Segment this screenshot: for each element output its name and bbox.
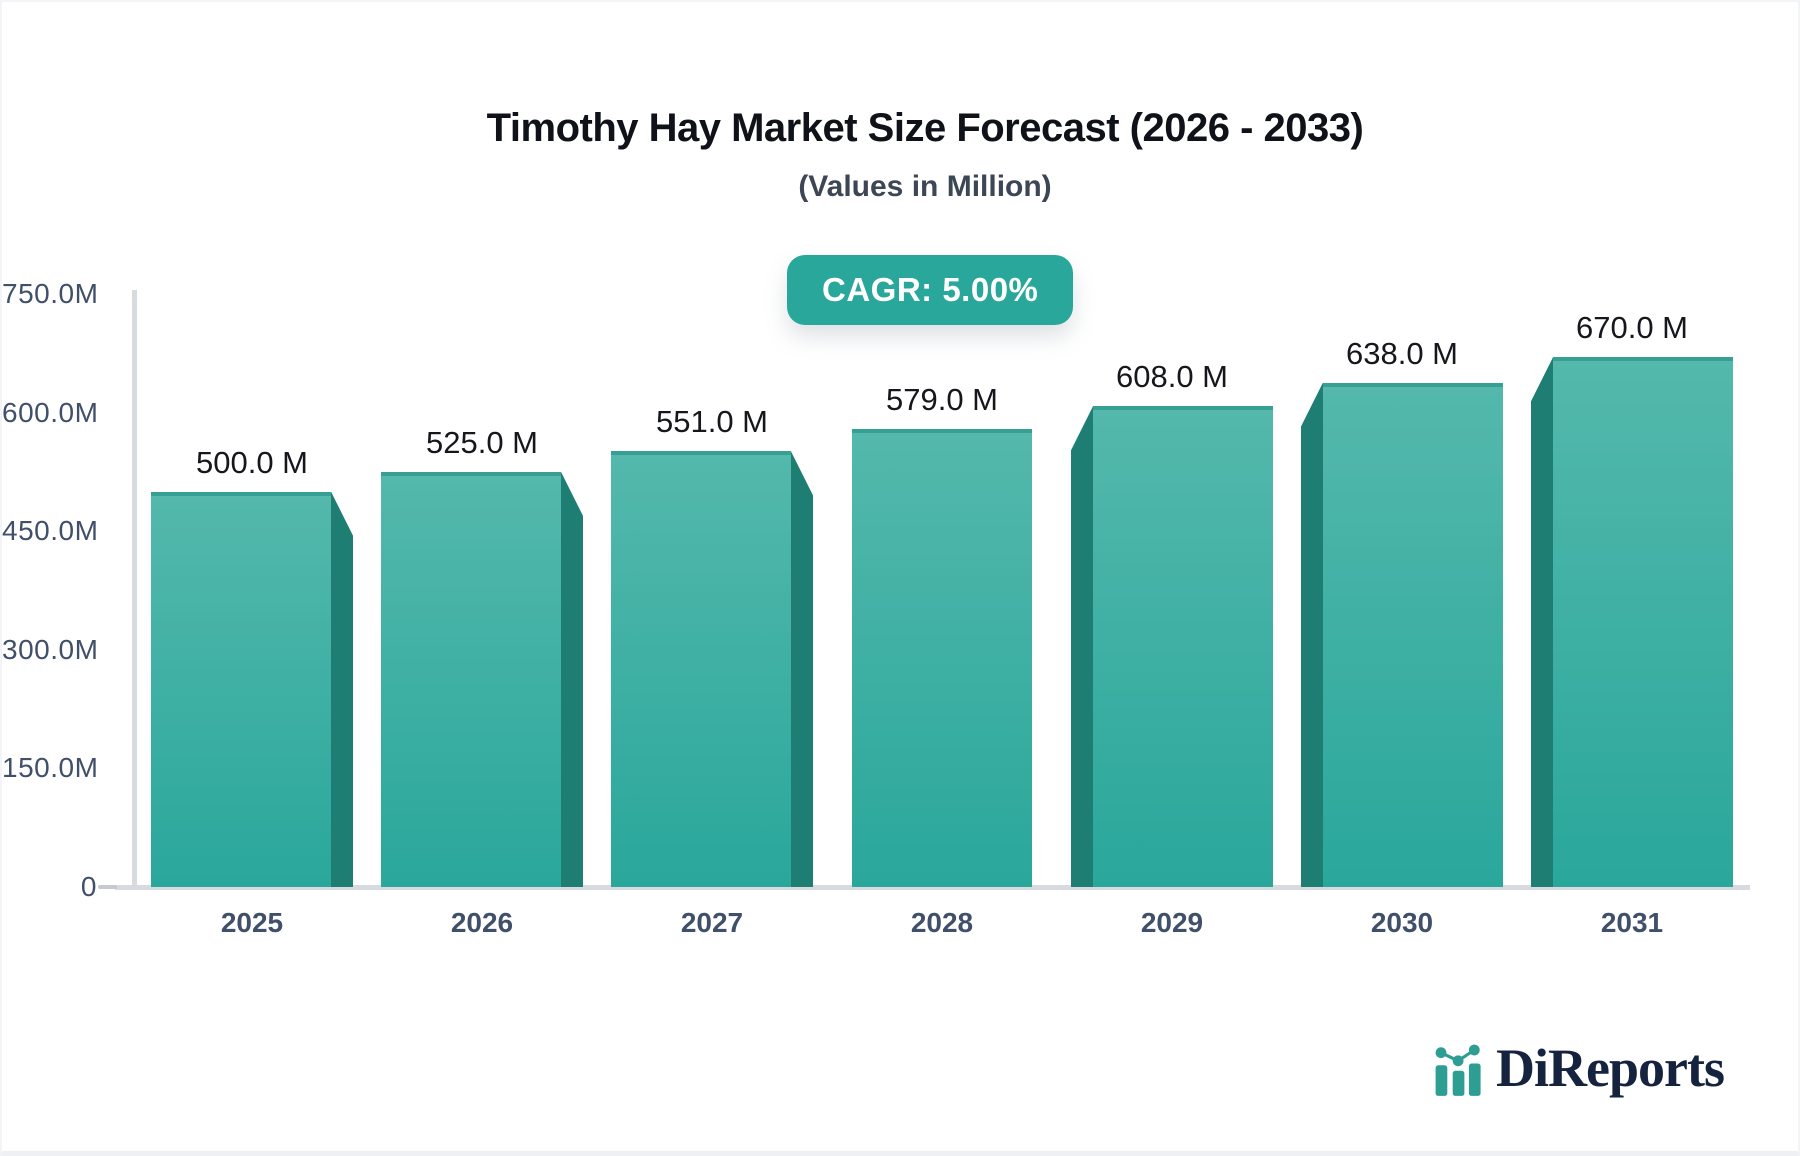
x-axis-category-label: 2031 bbox=[1600, 907, 1664, 938]
cagr-badge: CAGR: 5.00% bbox=[787, 255, 1074, 325]
bar-2027[interactable] bbox=[611, 451, 791, 887]
bar-2030[interactable] bbox=[1323, 382, 1503, 887]
x-axis-category-label: 2026 bbox=[450, 907, 514, 938]
y-axis-tick-label: 600.0M bbox=[2, 396, 99, 428]
y-axis-line bbox=[132, 290, 137, 890]
bar-2030-side-face bbox=[1301, 382, 1323, 887]
bar-2029[interactable] bbox=[1093, 406, 1273, 887]
x-axis-baseline bbox=[115, 885, 1750, 890]
bar-2029-side-face bbox=[1071, 406, 1093, 887]
bar-value-label: 525.0 M bbox=[425, 424, 538, 460]
zero-tick-mark bbox=[98, 885, 117, 889]
y-axis-tick-label: 0 bbox=[80, 871, 97, 902]
y-axis-tick-label: 300.0M bbox=[2, 633, 99, 665]
bar-2031-side-face bbox=[1531, 357, 1553, 887]
x-axis-category-label: 2029 bbox=[1140, 907, 1204, 938]
bar-value-label: 670.0 M bbox=[1575, 310, 1688, 346]
y-axis-tick-label: 450.0M bbox=[2, 515, 99, 547]
direports-logo[interactable]: DiReports bbox=[1432, 1036, 1725, 1100]
bar-value-label: 500.0 M bbox=[195, 444, 308, 480]
chart-title: Timothy Hay Market Size Forecast (2026 -… bbox=[486, 106, 1364, 150]
bar-2025[interactable] bbox=[151, 491, 331, 887]
bar-2025-side-face bbox=[331, 491, 353, 887]
y-axis-tick-label: 150.0M bbox=[2, 752, 99, 784]
bar-line-chart-icon bbox=[1432, 1036, 1486, 1100]
bar-2031[interactable] bbox=[1553, 357, 1733, 887]
x-axis-category-label: 2025 bbox=[220, 907, 284, 938]
bar-2026[interactable] bbox=[381, 471, 561, 887]
bar-2026-side-face bbox=[561, 471, 583, 887]
x-axis-category-label: 2028 bbox=[910, 907, 974, 938]
x-axis-category-label: 2027 bbox=[680, 907, 744, 938]
bar-2028[interactable] bbox=[852, 429, 1032, 887]
bar-2027-side-face bbox=[791, 451, 813, 887]
logo-text: DiReports bbox=[1496, 1038, 1725, 1098]
y-axis-tick-label: 750.0M bbox=[2, 278, 99, 309]
bar-value-label: 551.0 M bbox=[655, 404, 768, 440]
chart-subtitle: (Values in Million) bbox=[798, 170, 1052, 203]
bar-value-label: 579.0 M bbox=[885, 382, 998, 418]
bar-value-label: 638.0 M bbox=[1345, 335, 1458, 371]
bar-value-label: 608.0 M bbox=[1115, 359, 1228, 395]
x-axis-category-label: 2030 bbox=[1370, 907, 1434, 938]
